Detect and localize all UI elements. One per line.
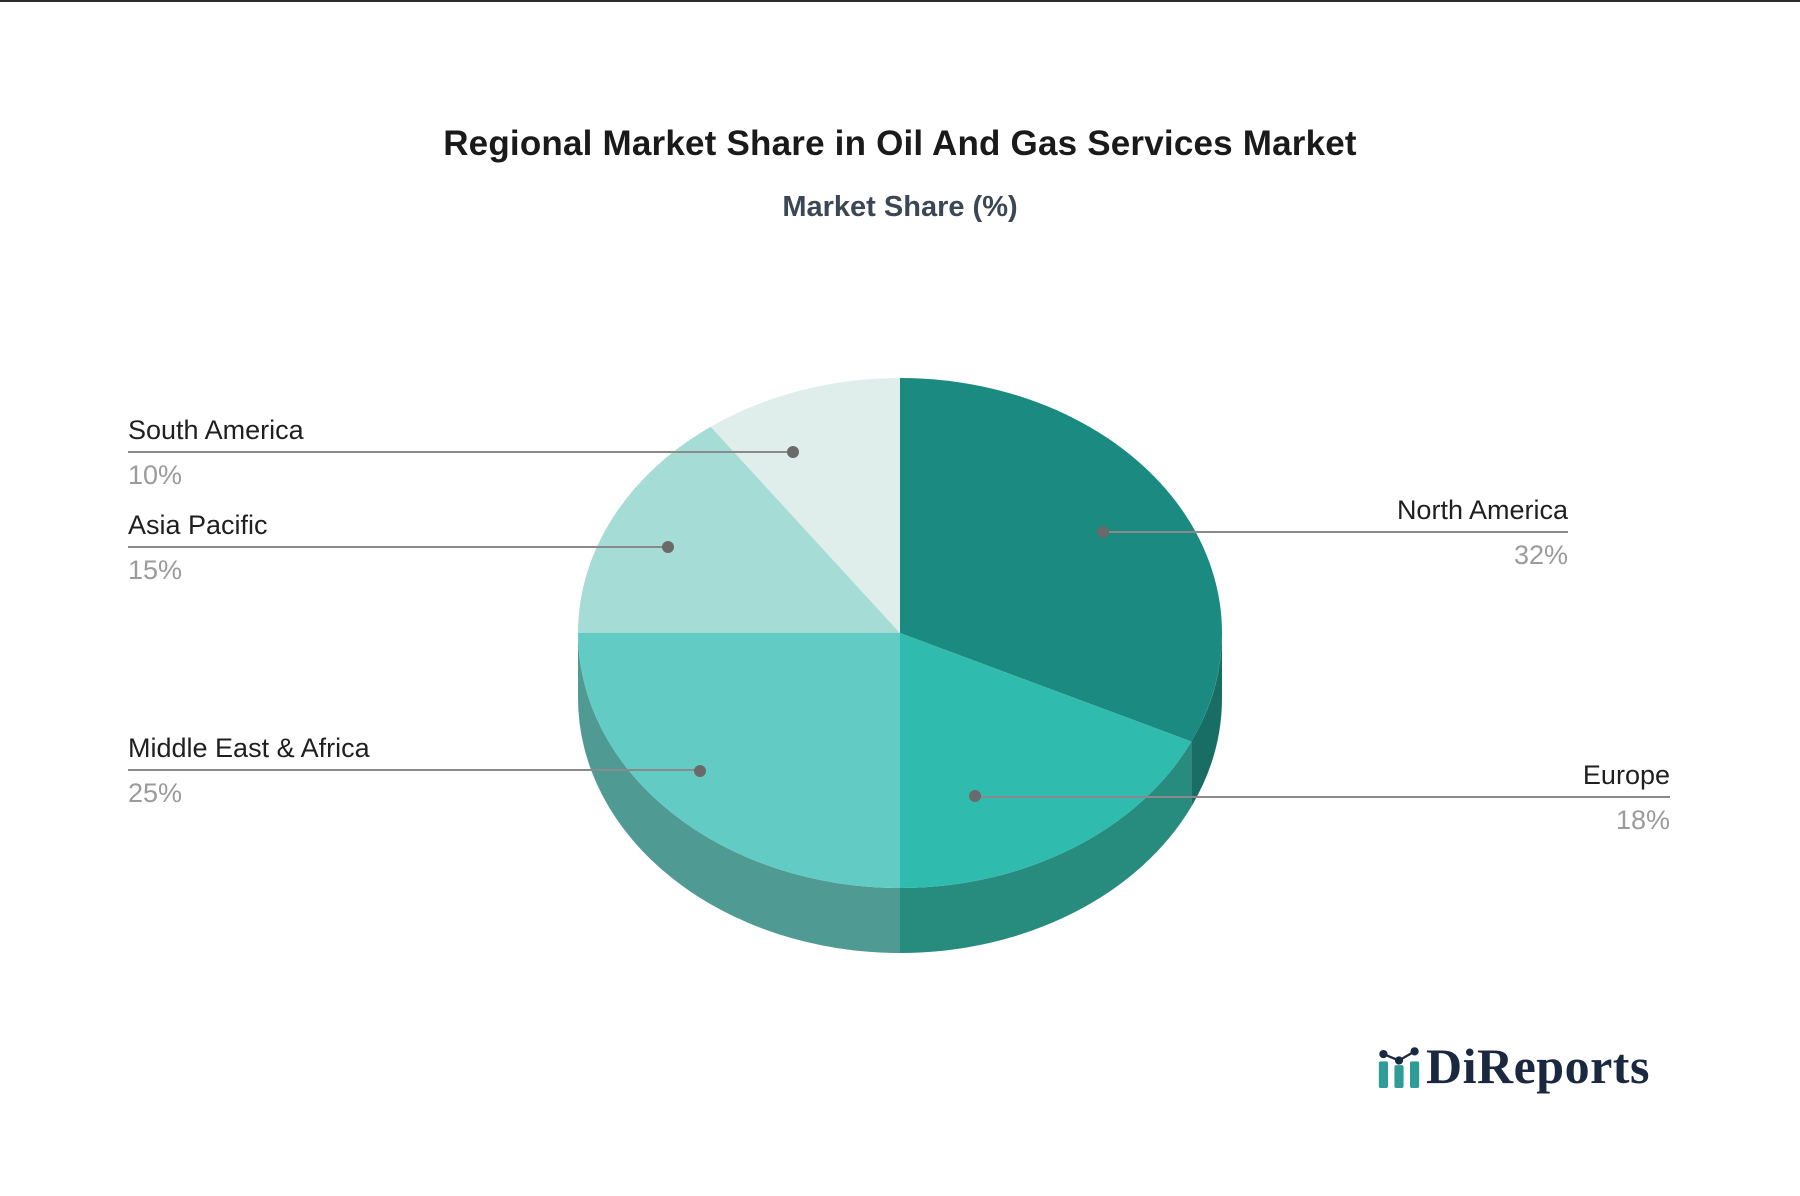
label-middle-east-africa: Middle East & Africa xyxy=(128,733,370,763)
pie-slice-europe[interactable] xyxy=(900,633,1192,888)
logo-bar xyxy=(1378,1061,1388,1088)
logo-text: DiReports xyxy=(1426,1038,1650,1094)
direports-logo: DiReports xyxy=(1377,1038,1650,1094)
pie-slice-depth-north-america xyxy=(1191,633,1222,807)
pie-slice-depth-middle-east-africa xyxy=(578,633,900,953)
value-north-america: 32% xyxy=(1513,540,1568,570)
label-asia-pacific: Asia Pacific xyxy=(128,510,268,540)
logo-bar xyxy=(1410,1061,1420,1088)
leader-dot-europe xyxy=(969,790,981,802)
logo-dot xyxy=(1379,1049,1388,1059)
window-top-edge xyxy=(0,0,1800,2)
leader-dot-middle-east-africa xyxy=(694,765,706,777)
leader-dot-asia-pacific xyxy=(662,541,674,553)
label-north-america: North America xyxy=(1396,495,1568,525)
pie-slice-north-america[interactable] xyxy=(900,378,1222,742)
chart-subtitle: Market Share (%) xyxy=(782,191,1018,223)
leader-dot-south-america xyxy=(787,446,799,458)
logo-dot xyxy=(1410,1047,1419,1056)
label-europe: Europe xyxy=(1582,760,1670,790)
value-asia-pacific: 15% xyxy=(128,555,183,585)
bar-line-chart-icon xyxy=(1378,1047,1420,1088)
logo-dot xyxy=(1394,1056,1404,1065)
leader-dot-north-america xyxy=(1097,526,1109,538)
pie-slice-asia-pacific[interactable] xyxy=(578,426,900,633)
value-europe: 18% xyxy=(1615,805,1670,835)
pie-slice-south-america[interactable] xyxy=(710,378,900,633)
chart-title: Regional Market Share in Oil And Gas Ser… xyxy=(443,124,1357,163)
value-middle-east-africa: 25% xyxy=(128,778,183,808)
pie-slice-middle-east-africa[interactable] xyxy=(578,633,900,888)
label-south-america: South America xyxy=(128,415,304,445)
logo-bar xyxy=(1394,1065,1404,1088)
pie-slice-depth-europe xyxy=(900,741,1192,953)
value-south-america: 10% xyxy=(128,460,183,490)
